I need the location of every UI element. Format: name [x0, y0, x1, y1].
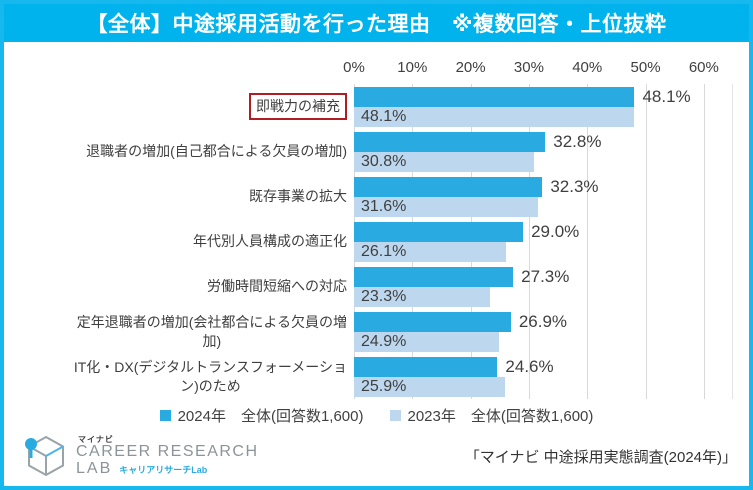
- value-label-2024: 29.0%: [531, 221, 580, 241]
- category-label: 定年退職者の増加(会社都合による欠員の増 加): [4, 313, 354, 349]
- category-text: 定年退職者の増加(会社都合による欠員の増 加): [76, 314, 347, 349]
- chart-row: IT化・DX(デジタルトランスフォーメーショ ン)のため 24.6% 25.9%: [4, 354, 749, 399]
- axis-row: 0% 10% 20% 30% 40% 50% 60%: [343, 58, 733, 84]
- legend-marker-2023-icon: [389, 409, 401, 421]
- brand-small-label: マイナビ: [78, 434, 114, 444]
- legend-label-2023: 2023年 全体(回答数1,600): [407, 407, 594, 425]
- bar-2024: [354, 86, 635, 107]
- category-label: 退職者の増加(自己都合による欠員の増加): [4, 142, 354, 160]
- chart-row: 労働時間短縮への対応 27.3% 23.3%: [4, 264, 749, 309]
- bar-2023: [354, 331, 500, 352]
- gridline: [528, 84, 530, 399]
- bar-2023: [354, 286, 490, 307]
- bar-2023: [354, 241, 507, 262]
- bar-chart-rows: 即戦力の補充 48.1% 48.1% 退職者の増加(自己都合による欠員の増加) 32.8…: [4, 84, 749, 399]
- bar-2024: [354, 266, 514, 287]
- axis-tick-label: 30%: [513, 59, 544, 76]
- bar-2023: [354, 151, 534, 172]
- bar-2023: [354, 106, 635, 127]
- category-text: IT化・DX(デジタルトランスフォーメーショ ン)のため: [73, 359, 347, 394]
- category-text: 労働時間短縮への対応: [207, 278, 347, 295]
- category-label: 既存事業の拡大: [4, 187, 354, 205]
- value-label-2023: 24.9%: [361, 332, 407, 350]
- value-label-2023: 31.6%: [361, 197, 407, 215]
- value-label-2023: 23.3%: [361, 287, 407, 305]
- logo-cube-icon: [25, 435, 64, 476]
- value-label-2024: 32.3%: [550, 176, 599, 196]
- value-label-2024: 48.1%: [642, 86, 691, 106]
- bar-group: 27.3% 23.3%: [354, 266, 733, 307]
- legend-item-2023: 2023年 全体(回答数1,600): [389, 405, 594, 426]
- axis-tick-label: 60%: [688, 59, 719, 76]
- bar-2023: [354, 196, 539, 217]
- category-text: 年代別人員構成の適正化: [193, 233, 347, 250]
- brand-main-label: CAREER RESEARCH: [76, 442, 259, 460]
- legend-label-2024: 2024年 全体(回答数1,600): [177, 407, 364, 425]
- bar-2024: [354, 131, 546, 152]
- gridline: [703, 84, 705, 399]
- brand-sub-label: LAB: [76, 459, 113, 477]
- bar-2024: [354, 176, 543, 197]
- category-text: 退職者の増加(自己都合による欠員の増加): [86, 143, 347, 160]
- value-label-2024: 32.8%: [553, 131, 602, 151]
- bar-2023: [354, 376, 506, 397]
- axis-tick-label: 20%: [455, 59, 486, 76]
- legend-marker-2024-icon: [159, 409, 171, 421]
- category-text: 既存事業の拡大: [249, 188, 347, 205]
- value-label-2023: 26.1%: [361, 242, 407, 260]
- highlight-box: 即戦力の補充: [249, 92, 347, 121]
- bar-group: 29.0% 26.1%: [354, 221, 733, 262]
- brand-jp-label: キャリアリサーチLab: [119, 464, 208, 475]
- footer: マイナビ CAREER RESEARCH LAB キャリアリサーチLab 「マイ…: [4, 431, 749, 486]
- category-label: 労働時間短縮への対応: [4, 277, 354, 295]
- bar-2024: [354, 311, 511, 332]
- bar-2024: [354, 221, 524, 242]
- value-label-2023: 25.9%: [361, 377, 407, 395]
- source-citation: 「マイナビ 中途採用実態調査(2024年)」: [464, 449, 737, 466]
- category-label: IT化・DX(デジタルトランスフォーメーショ ン)のため: [4, 358, 354, 394]
- bar-group: 24.6% 25.9%: [354, 356, 733, 397]
- axis-tick-label: 0%: [343, 59, 365, 76]
- plot-right-border: [732, 84, 733, 399]
- axis-tick-label: 50%: [630, 59, 661, 76]
- bar-group: 26.9% 24.9%: [354, 311, 733, 352]
- bar-group: 48.1% 48.1%: [354, 86, 733, 127]
- chart-row: 既存事業の拡大 32.3% 31.6%: [4, 174, 749, 219]
- chart-row: 退職者の増加(自己都合による欠員の増加) 32.8% 30.8%: [4, 129, 749, 174]
- gridline: [587, 84, 589, 399]
- gridline: [645, 84, 647, 399]
- spacer: [4, 42, 749, 58]
- bar-2024: [354, 356, 498, 377]
- value-label-2024: 26.9%: [518, 311, 568, 331]
- value-label-2023: 30.8%: [361, 152, 407, 170]
- chart-title: 【全体】中途採用活動を行った理由 ※複数回答・上位抜粋: [86, 13, 667, 36]
- value-label-2023: 48.1%: [361, 107, 407, 125]
- category-label: 即戦力の補充: [4, 92, 354, 121]
- axis-tick-label: 40%: [572, 59, 603, 76]
- axis-tick-label: 10%: [397, 59, 428, 76]
- plot-area: 即戦力の補充 48.1% 48.1% 退職者の増加(自己都合による欠員の増加) 32.8…: [4, 84, 749, 399]
- category-label: 年代別人員構成の適正化: [4, 232, 354, 250]
- bar-group: 32.3% 31.6%: [354, 176, 733, 217]
- bar-group: 32.8% 30.8%: [354, 131, 733, 172]
- header-bar: 【全体】中途採用活動を行った理由 ※複数回答・上位抜粋: [4, 4, 749, 42]
- chart-row: 定年退職者の増加(会社都合による欠員の増 加) 26.9% 24.9%: [4, 309, 749, 354]
- chart-row: 年代別人員構成の適正化 29.0% 26.1%: [4, 219, 749, 264]
- chart-row: 即戦力の補充 48.1% 48.1%: [4, 84, 749, 129]
- legend: 2024年 全体(回答数1,600) 2023年 全体(回答数1,600): [4, 399, 749, 431]
- legend-item-2024: 2024年 全体(回答数1,600): [159, 405, 364, 426]
- brand-logo: マイナビ CAREER RESEARCH LAB キャリアリサーチLab: [24, 434, 259, 480]
- brand-text: マイナビ CAREER RESEARCH LAB キャリアリサーチLab: [76, 434, 259, 478]
- value-label-2024: 24.6%: [505, 356, 554, 376]
- value-label-2024: 27.3%: [521, 266, 570, 286]
